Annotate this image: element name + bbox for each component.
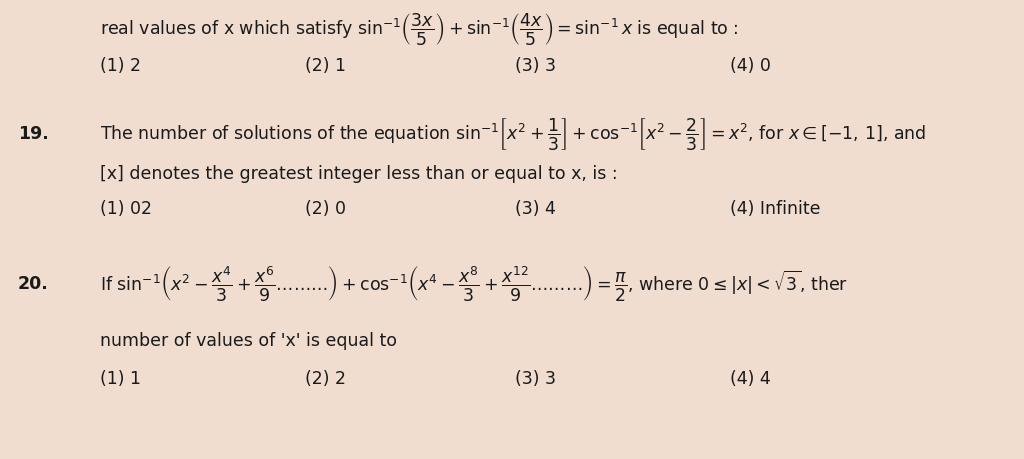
Text: (1) 2: (1) 2 xyxy=(100,57,141,75)
Text: number of values of 'x' is equal to: number of values of 'x' is equal to xyxy=(100,332,397,350)
Text: (4) 4: (4) 4 xyxy=(730,370,771,388)
Text: (3) 3: (3) 3 xyxy=(515,57,556,75)
Text: (1) 02: (1) 02 xyxy=(100,200,152,218)
Text: (2) 0: (2) 0 xyxy=(305,200,346,218)
Text: The number of solutions of the equation $\sin^{-1}\!\left[x^2+\dfrac{1}{3}\right: The number of solutions of the equation … xyxy=(100,116,927,152)
Text: (1) 1: (1) 1 xyxy=(100,370,141,388)
Text: 20.: 20. xyxy=(18,275,49,293)
Text: (3) 3: (3) 3 xyxy=(515,370,556,388)
Text: (2) 2: (2) 2 xyxy=(305,370,346,388)
Text: [x] denotes the greatest integer less than or equal to x, is :: [x] denotes the greatest integer less th… xyxy=(100,165,617,183)
Text: (2) 1: (2) 1 xyxy=(305,57,346,75)
Text: 19.: 19. xyxy=(18,125,49,143)
Text: real values of x which satisfy $\sin^{-1}\!\left(\dfrac{3x}{5}\right)+\sin^{-1}\: real values of x which satisfy $\sin^{-1… xyxy=(100,11,738,47)
Text: (4) Infinite: (4) Infinite xyxy=(730,200,820,218)
Text: (3) 4: (3) 4 xyxy=(515,200,556,218)
Text: If $\sin^{-1}\!\left(x^2-\dfrac{x^4}{3}+\dfrac{x^6}{9}\ldots\ldots\ldots\right)+: If $\sin^{-1}\!\left(x^2-\dfrac{x^4}{3}+… xyxy=(100,264,848,303)
Text: (4) 0: (4) 0 xyxy=(730,57,771,75)
